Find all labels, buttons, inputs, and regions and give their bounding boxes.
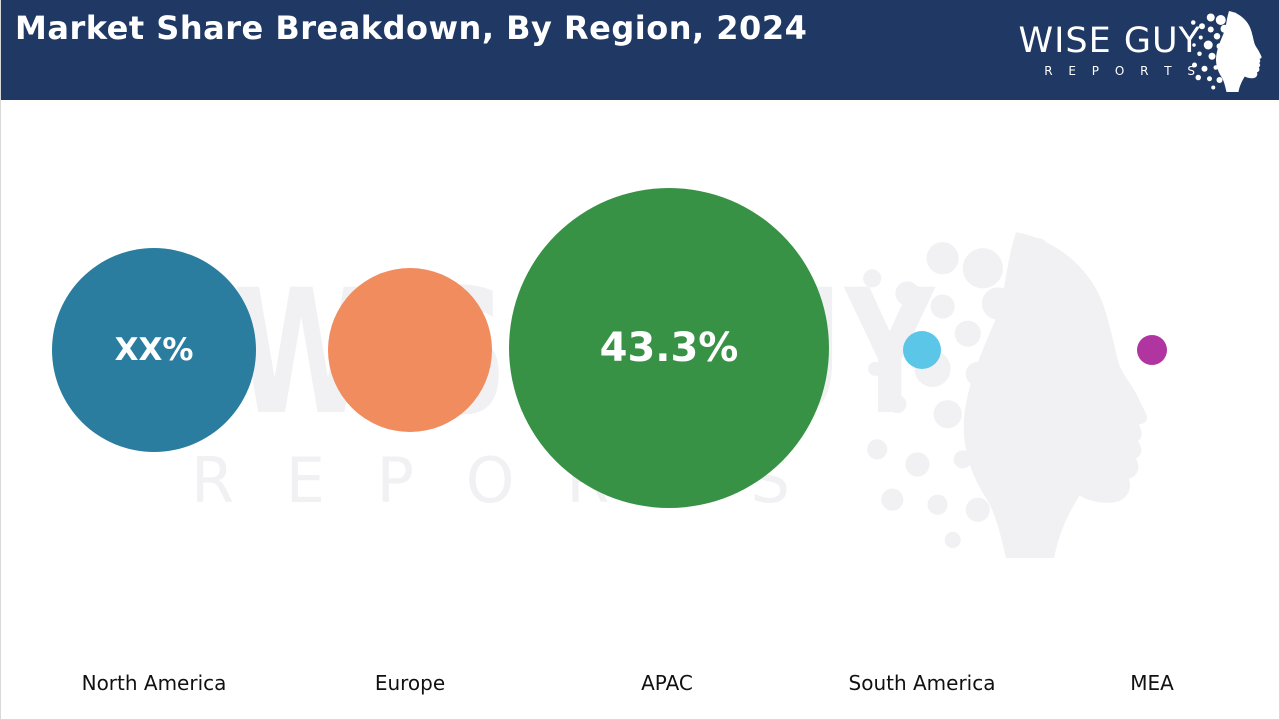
category-label-europe: Europe bbox=[374, 671, 446, 695]
header: Market Share Breakdown, By Region, 2024 … bbox=[1, 0, 1279, 100]
category-label-mea: MEA bbox=[1130, 671, 1174, 695]
watermark-head-icon bbox=[863, 232, 1147, 558]
brand-logo: WISE GUY R E P O R T S bbox=[1018, 6, 1267, 94]
bubble-europe bbox=[328, 268, 492, 432]
bubble-chart: WISE GUY R E P O R T S XX% 43.3% North A… bbox=[1, 100, 1279, 719]
brand-logo-text: WISE GUY R E P O R T S bbox=[1018, 21, 1201, 79]
bubble-value-label: XX% bbox=[114, 332, 194, 368]
category-label-apac: APAC bbox=[641, 671, 693, 695]
page-title: Market Share Breakdown, By Region, 2024 bbox=[15, 9, 808, 47]
category-label-north-america: North America bbox=[81, 671, 227, 695]
bubble-north-america: XX% bbox=[52, 248, 256, 452]
bubble-mea bbox=[1137, 335, 1167, 365]
category-label-south-america: South America bbox=[848, 671, 996, 695]
brand-wordmark: WISE GUY bbox=[1018, 21, 1201, 61]
bubble-south-america bbox=[903, 331, 941, 369]
bubble-value-label: 43.3% bbox=[599, 325, 739, 371]
brand-subtitle: R E P O R T S bbox=[1044, 64, 1201, 78]
bubble-apac: 43.3% bbox=[509, 188, 829, 508]
